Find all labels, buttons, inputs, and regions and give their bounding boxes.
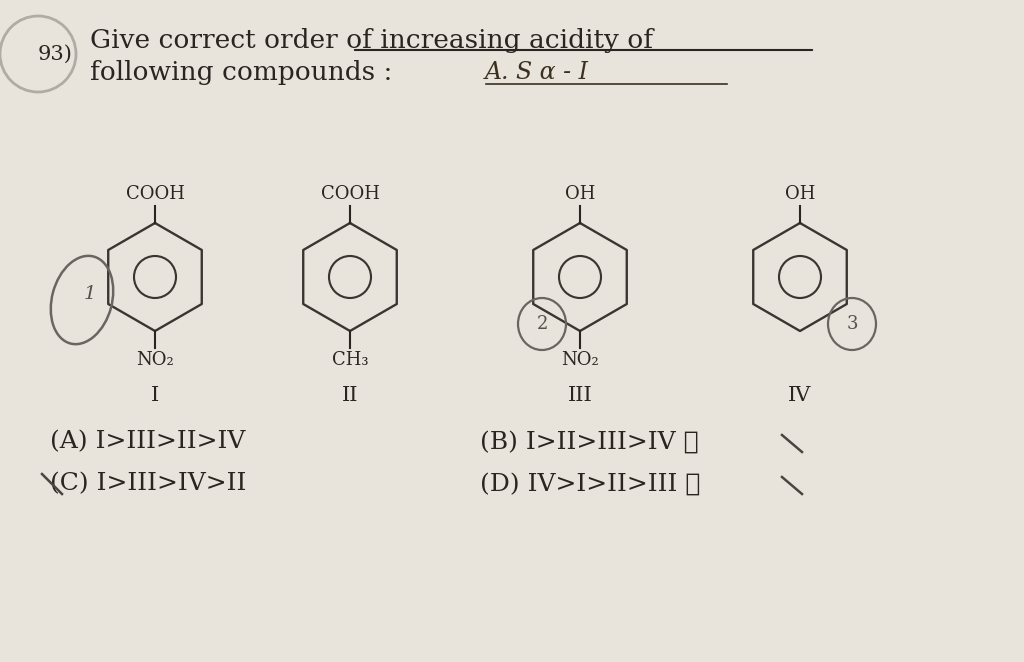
Text: OH: OH <box>565 185 595 203</box>
Text: A. S α - I: A. S α - I <box>485 60 589 83</box>
Text: Give correct order of increasing acidity of: Give correct order of increasing acidity… <box>90 28 653 52</box>
Text: (D) IV>I>II>III ✓: (D) IV>I>II>III ✓ <box>480 473 700 495</box>
Text: II: II <box>342 386 358 405</box>
Text: I: I <box>151 386 159 405</box>
Text: following compounds :: following compounds : <box>90 60 392 85</box>
Text: COOH: COOH <box>126 185 184 203</box>
Text: III: III <box>567 386 592 405</box>
Text: CH₃: CH₃ <box>332 351 369 369</box>
Text: (B) I>II>III>IV ✓: (B) I>II>III>IV ✓ <box>480 430 698 453</box>
Text: NO₂: NO₂ <box>561 351 599 369</box>
Text: 2: 2 <box>537 315 548 333</box>
Text: (C) I>III>IV>II: (C) I>III>IV>II <box>50 473 247 495</box>
Text: 93): 93) <box>38 44 73 64</box>
Text: 1: 1 <box>84 285 96 303</box>
Text: 3: 3 <box>846 315 858 333</box>
Text: IV: IV <box>788 386 812 405</box>
Text: COOH: COOH <box>321 185 380 203</box>
Text: OH: OH <box>784 185 815 203</box>
Text: NO₂: NO₂ <box>136 351 174 369</box>
Text: (A) I>III>II>IV: (A) I>III>II>IV <box>50 430 246 453</box>
